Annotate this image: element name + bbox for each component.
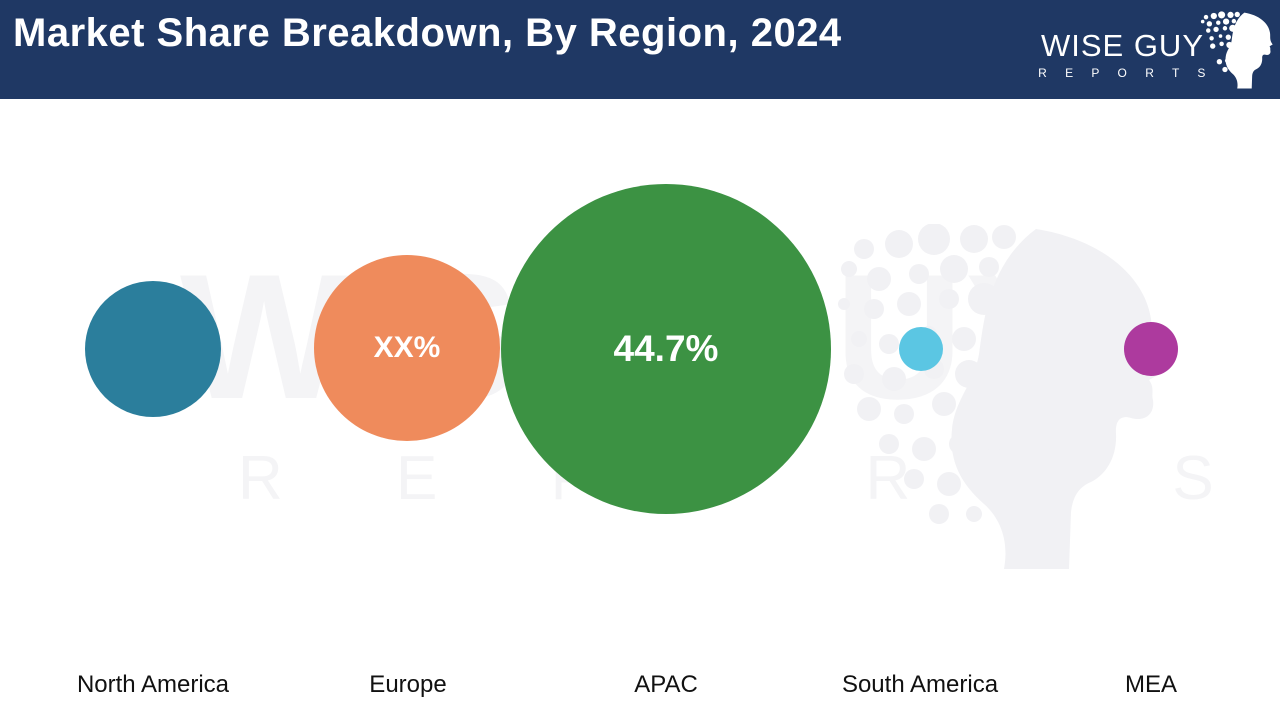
logo-wordmark-line2: R E P O R T S: [1038, 66, 1213, 80]
bubble-south-america: [899, 327, 943, 371]
logo-face-icon: [1200, 11, 1273, 89]
category-label-apac: APAC: [634, 671, 698, 698]
bubble-europe: XX%: [314, 255, 500, 441]
header-bar: Market Share Breakdown, By Region, 2024 …: [0, 0, 1280, 99]
page-title: Market Share Breakdown, By Region, 2024: [13, 11, 842, 55]
category-label-north-america: North America: [76, 671, 230, 698]
bubble-north-america: [85, 281, 221, 417]
bubble-value-label: 44.7%: [613, 328, 719, 369]
logo-wordmark-line1: WISE GUY: [1040, 28, 1204, 63]
category-label-mea: MEA: [1124, 671, 1178, 698]
category-label-south-america: South America: [841, 671, 999, 698]
bubble-value-label: XX%: [373, 331, 441, 364]
watermark-face-icon: [838, 224, 1163, 569]
bubble-apac: 44.7%: [501, 184, 831, 514]
logo-wordmark: WISE GUY R E P O R T S: [1030, 28, 1215, 80]
category-label-europe: Europe: [369, 671, 447, 698]
bubble-mea: [1124, 322, 1178, 376]
wise-guy-logo: WISE GUY R E P O R T S: [1030, 6, 1274, 94]
